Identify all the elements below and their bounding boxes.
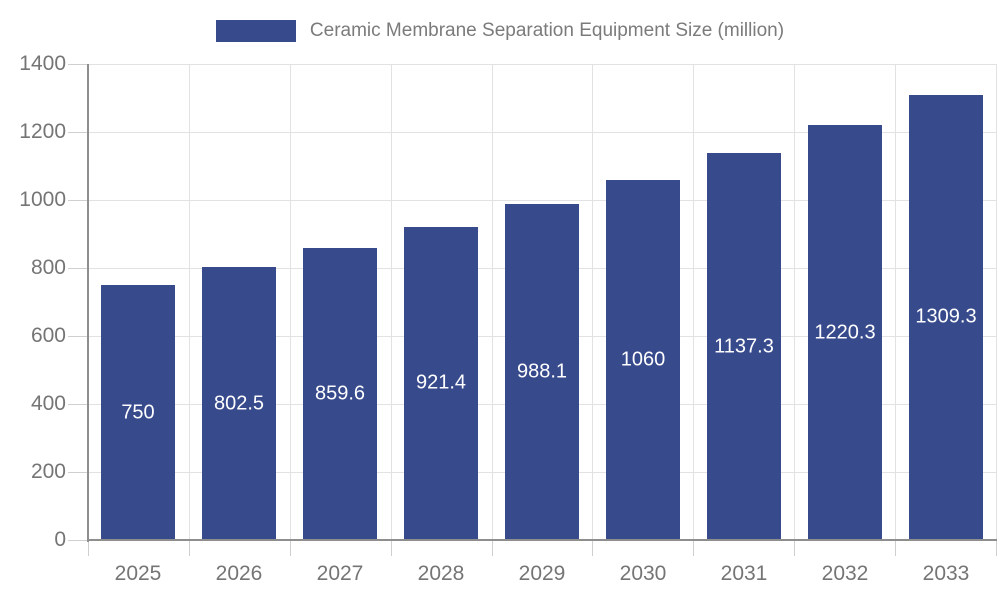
bar-value-label: 1220.3 xyxy=(814,321,876,344)
bar xyxy=(707,153,781,540)
y-axis-tick xyxy=(68,472,88,473)
bar xyxy=(808,125,882,540)
y-axis-tick-label: 200 xyxy=(30,460,66,483)
legend-swatch xyxy=(215,20,296,42)
bar-value-label: 802.5 xyxy=(213,392,265,415)
x-axis-tick-label: 2029 xyxy=(518,562,566,585)
bar xyxy=(606,180,680,540)
x-axis-tick-label: 2031 xyxy=(720,562,768,585)
x-axis-tick-label: 2033 xyxy=(922,562,970,585)
v-gridline xyxy=(189,64,190,540)
x-axis-tick-label: 2027 xyxy=(316,562,364,585)
x-axis-tick-label: 2032 xyxy=(821,562,869,585)
v-gridline xyxy=(592,64,593,540)
y-axis-tick xyxy=(68,268,88,269)
y-axis-tick-label: 1200 xyxy=(19,120,66,143)
h-gridline xyxy=(88,64,996,65)
v-gridline xyxy=(693,64,694,540)
bar xyxy=(101,285,175,540)
bar-value-label: 1309.3 xyxy=(915,305,977,328)
bar-value-label: 1137.3 xyxy=(714,335,774,358)
y-axis-tick-label: 600 xyxy=(30,324,66,347)
y-axis-line xyxy=(87,64,89,542)
y-axis-tick xyxy=(68,540,88,541)
y-axis-tick xyxy=(68,404,88,405)
x-axis-line xyxy=(87,539,997,541)
y-axis-tick xyxy=(68,132,88,133)
v-gridline xyxy=(290,64,291,540)
x-axis-tick-label: 2030 xyxy=(619,562,667,585)
bar-value-label: 1060 xyxy=(620,348,666,371)
y-axis-tick xyxy=(68,336,88,337)
x-axis-tick-label: 2026 xyxy=(215,562,263,585)
h-gridline xyxy=(88,200,996,201)
bar xyxy=(909,95,983,540)
bar-value-label: 859.6 xyxy=(314,382,366,405)
y-axis-tick-label: 1000 xyxy=(19,188,66,211)
bar xyxy=(404,227,478,540)
bar xyxy=(505,204,579,540)
x-axis-tick-label: 2025 xyxy=(114,562,162,585)
x-axis-tick xyxy=(794,540,795,556)
bar-value-label: 921.4 xyxy=(415,371,467,394)
y-axis-tick xyxy=(68,200,88,201)
legend-item[interactable]: Ceramic Membrane Separation Equipment Si… xyxy=(0,17,1000,45)
x-axis-tick xyxy=(189,540,190,556)
x-axis-tick-label: 2028 xyxy=(417,562,465,585)
bar-value-label: 988.1 xyxy=(516,360,568,383)
v-gridline xyxy=(794,64,795,540)
y-axis-tick-label: 800 xyxy=(30,256,66,279)
bar xyxy=(202,267,276,540)
x-axis-tick xyxy=(693,540,694,556)
x-axis-tick xyxy=(895,540,896,556)
legend-label: Ceramic Membrane Separation Equipment Si… xyxy=(309,20,785,41)
bar-value-label: 750 xyxy=(121,401,155,424)
y-axis-tick-label: 1400 xyxy=(19,52,66,75)
y-axis-tick-label: 400 xyxy=(30,392,66,415)
v-gridline xyxy=(492,64,493,540)
v-gridline xyxy=(895,64,896,540)
h-gridline xyxy=(88,132,996,133)
x-axis-tick xyxy=(492,540,493,556)
x-axis-tick xyxy=(88,540,89,556)
v-gridline xyxy=(996,64,997,540)
y-axis-tick-label: 0 xyxy=(54,528,66,551)
y-axis-tick xyxy=(68,64,88,65)
v-gridline xyxy=(391,64,392,540)
x-axis-tick xyxy=(290,540,291,556)
x-axis-tick xyxy=(996,540,997,556)
bar xyxy=(303,248,377,540)
x-axis-tick xyxy=(592,540,593,556)
x-axis-tick xyxy=(391,540,392,556)
